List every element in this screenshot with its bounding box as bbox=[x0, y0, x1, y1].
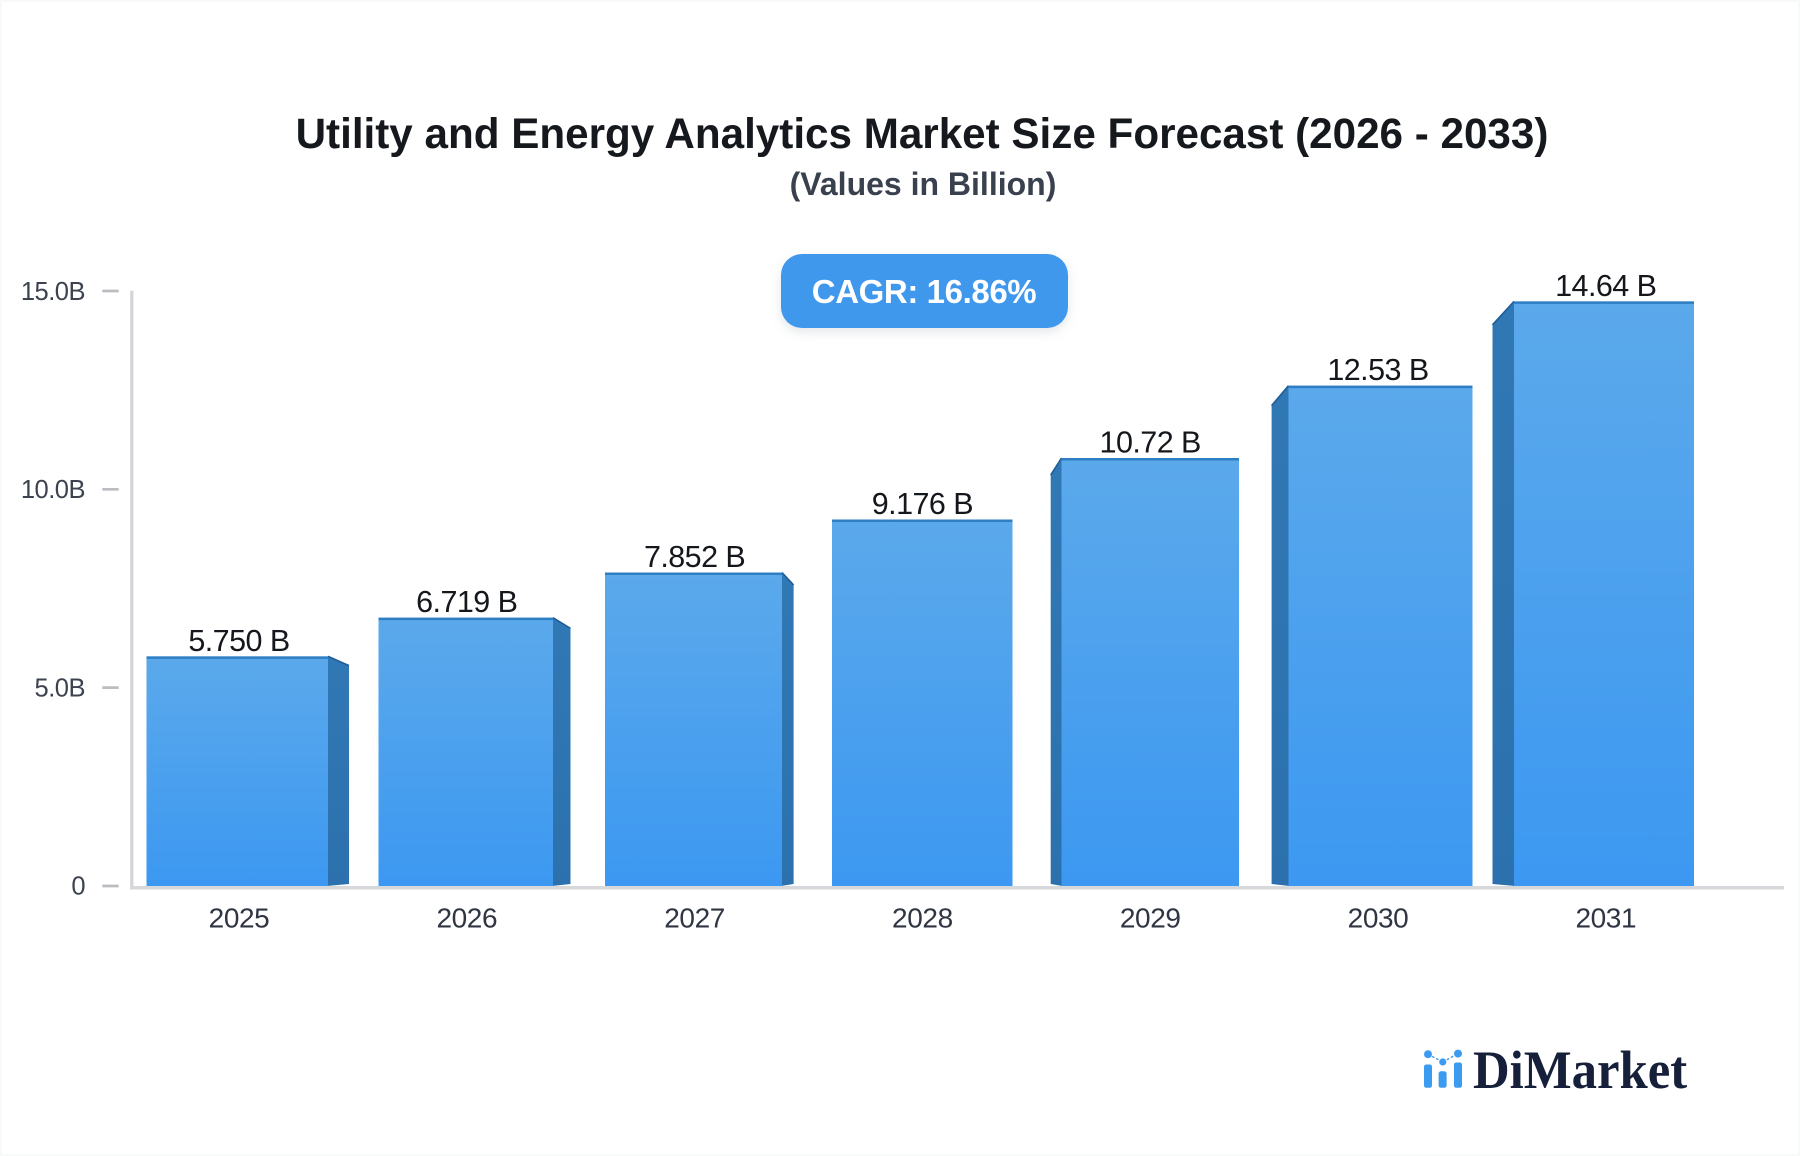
svg-text:10.0B: 10.0B bbox=[21, 476, 85, 504]
svg-text:9.176 B: 9.176 B bbox=[872, 487, 973, 521]
svg-text:2031: 2031 bbox=[1575, 903, 1636, 934]
svg-text:14.64 B: 14.64 B bbox=[1555, 269, 1656, 303]
svg-text:12.53 B: 12.53 B bbox=[1327, 353, 1428, 387]
svg-text:2028: 2028 bbox=[892, 903, 953, 934]
svg-text:5.750 B: 5.750 B bbox=[188, 624, 289, 658]
svg-text:2025: 2025 bbox=[209, 903, 270, 934]
svg-text:2027: 2027 bbox=[664, 903, 725, 934]
svg-text:15.0B: 15.0B bbox=[21, 278, 85, 306]
svg-text:7.852 B: 7.852 B bbox=[644, 540, 745, 574]
svg-text:Utility and Energy Analytics M: Utility and Energy Analytics Market Size… bbox=[296, 110, 1549, 157]
svg-text:(Values in Billion): (Values in Billion) bbox=[790, 166, 1057, 202]
svg-text:2029: 2029 bbox=[1120, 903, 1181, 934]
svg-text:DiMarket: DiMarket bbox=[1473, 1041, 1688, 1101]
svg-text:5.0B: 5.0B bbox=[35, 674, 85, 702]
svg-text:2026: 2026 bbox=[436, 903, 497, 934]
svg-text:10.72 B: 10.72 B bbox=[1100, 426, 1201, 460]
svg-text:CAGR: 16.86%: CAGR: 16.86% bbox=[812, 273, 1037, 310]
svg-text:0: 0 bbox=[71, 873, 85, 901]
svg-text:2030: 2030 bbox=[1348, 903, 1409, 934]
svg-text:6.719 B: 6.719 B bbox=[416, 585, 517, 619]
